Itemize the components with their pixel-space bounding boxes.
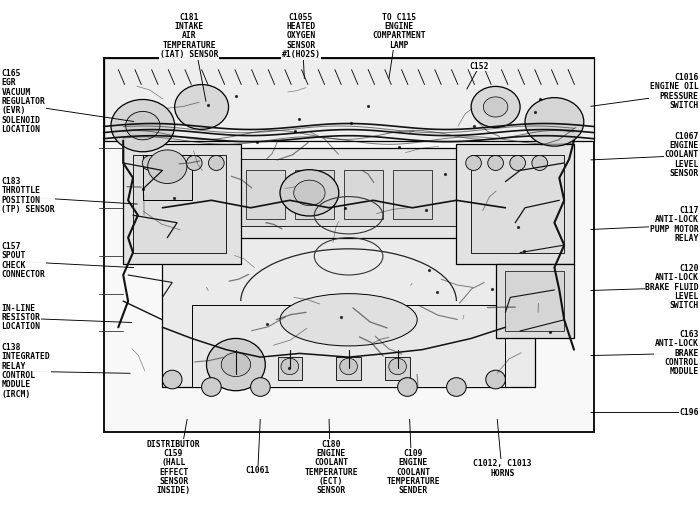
Text: IN-LINE
RESISTOR
LOCATION: IN-LINE RESISTOR LOCATION bbox=[1, 304, 41, 331]
Text: TO C115
ENGINE
COMPARTMENT
LAMP: TO C115 ENGINE COMPARTMENT LAMP bbox=[372, 13, 426, 50]
Ellipse shape bbox=[510, 155, 526, 170]
Ellipse shape bbox=[447, 377, 466, 396]
Bar bbox=[192, 305, 505, 387]
Text: C196: C196 bbox=[679, 408, 699, 417]
Bar bbox=[143, 155, 192, 200]
Text: C1055
HEATED
OXYGEN
SENSOR
#1(HO2S): C1055 HEATED OXYGEN SENSOR #1(HO2S) bbox=[281, 13, 321, 59]
Ellipse shape bbox=[389, 358, 407, 375]
Bar bbox=[133, 155, 226, 252]
Text: C1061: C1061 bbox=[246, 466, 270, 475]
Ellipse shape bbox=[148, 150, 187, 183]
Ellipse shape bbox=[221, 353, 251, 376]
Ellipse shape bbox=[486, 370, 505, 389]
Ellipse shape bbox=[209, 155, 224, 170]
Ellipse shape bbox=[483, 97, 507, 117]
Ellipse shape bbox=[175, 84, 228, 130]
Text: C109
ENGINE
COOLANT
TEMPERATURE
SENDER: C109 ENGINE COOLANT TEMPERATURE SENDER bbox=[386, 449, 440, 495]
Text: C138
INTEGRATED
RELAY
CONTROL
MODULE
(IRCM): C138 INTEGRATED RELAY CONTROL MODULE (IR… bbox=[1, 343, 50, 399]
Ellipse shape bbox=[164, 155, 180, 170]
Text: C1012, C1013
HORNS: C1012, C1013 HORNS bbox=[473, 459, 532, 478]
Bar bbox=[295, 171, 334, 219]
Text: C183
THROTTLE
POSITION
(TP) SENSOR: C183 THROTTLE POSITION (TP) SENSOR bbox=[1, 177, 55, 214]
Bar bbox=[104, 58, 594, 432]
Bar bbox=[505, 271, 564, 331]
Text: C1067
ENGINE
COOLANT
LEVEL
SENSOR: C1067 ENGINE COOLANT LEVEL SENSOR bbox=[664, 132, 699, 178]
Bar bbox=[393, 171, 432, 219]
Text: C181
INTAKE
AIR
TEMPERATURE
(IAT) SENSOR: C181 INTAKE AIR TEMPERATURE (IAT) SENSOR bbox=[160, 13, 218, 59]
Ellipse shape bbox=[186, 155, 202, 170]
Bar bbox=[104, 58, 594, 141]
Text: C165
EGR
VACUUM
REGULATOR
(EVR)
SOLENOID
LOCATION: C165 EGR VACUUM REGULATOR (EVR) SOLENOID… bbox=[1, 69, 46, 134]
Bar bbox=[241, 159, 456, 227]
Ellipse shape bbox=[281, 358, 299, 375]
Ellipse shape bbox=[466, 155, 482, 170]
Text: C117
ANTI-LOCK
PUMP MOTOR
RELAY: C117 ANTI-LOCK PUMP MOTOR RELAY bbox=[650, 206, 699, 243]
Bar bbox=[496, 264, 574, 338]
Ellipse shape bbox=[162, 370, 182, 389]
Ellipse shape bbox=[294, 180, 325, 206]
Bar bbox=[123, 144, 241, 264]
Text: C120
ANTI-LOCK
BRAKE FLUID
LEVEL
SWITCH: C120 ANTI-LOCK BRAKE FLUID LEVEL SWITCH bbox=[645, 264, 699, 310]
Bar bbox=[385, 357, 410, 379]
Bar bbox=[246, 171, 285, 219]
Text: C152: C152 bbox=[470, 61, 489, 71]
Ellipse shape bbox=[206, 338, 265, 391]
Ellipse shape bbox=[111, 100, 174, 152]
Ellipse shape bbox=[202, 377, 221, 396]
Text: DISTRIBUTOR
C159
(HALL
EFFECT
SENSOR
INSIDE): DISTRIBUTOR C159 (HALL EFFECT SENSOR INS… bbox=[147, 439, 200, 495]
Ellipse shape bbox=[525, 98, 584, 146]
Bar bbox=[226, 148, 471, 238]
Text: C1016
ENGINE OIL
PRESSURE
SWITCH: C1016 ENGINE OIL PRESSURE SWITCH bbox=[650, 73, 699, 110]
Ellipse shape bbox=[251, 377, 270, 396]
Ellipse shape bbox=[142, 155, 158, 170]
Ellipse shape bbox=[398, 377, 417, 396]
Ellipse shape bbox=[532, 155, 547, 170]
Bar bbox=[471, 155, 564, 252]
Ellipse shape bbox=[488, 155, 503, 170]
Bar bbox=[277, 357, 302, 379]
Bar bbox=[162, 223, 535, 387]
Ellipse shape bbox=[340, 358, 358, 375]
Bar bbox=[344, 171, 383, 219]
Text: C157
SPOUT
CHECK
CONNECTOR: C157 SPOUT CHECK CONNECTOR bbox=[1, 242, 46, 279]
Text: C163
ANTI-LOCK
BRAKE
CONTROL
MODULE: C163 ANTI-LOCK BRAKE CONTROL MODULE bbox=[654, 330, 699, 376]
Ellipse shape bbox=[280, 170, 339, 216]
Bar bbox=[336, 357, 361, 379]
Ellipse shape bbox=[125, 111, 160, 140]
Ellipse shape bbox=[280, 294, 417, 346]
Bar bbox=[456, 144, 574, 264]
Text: C180
ENGINE
COOLANT
TEMPERATURE
(ECT)
SENSOR: C180 ENGINE COOLANT TEMPERATURE (ECT) SE… bbox=[304, 439, 358, 495]
Ellipse shape bbox=[471, 86, 520, 128]
